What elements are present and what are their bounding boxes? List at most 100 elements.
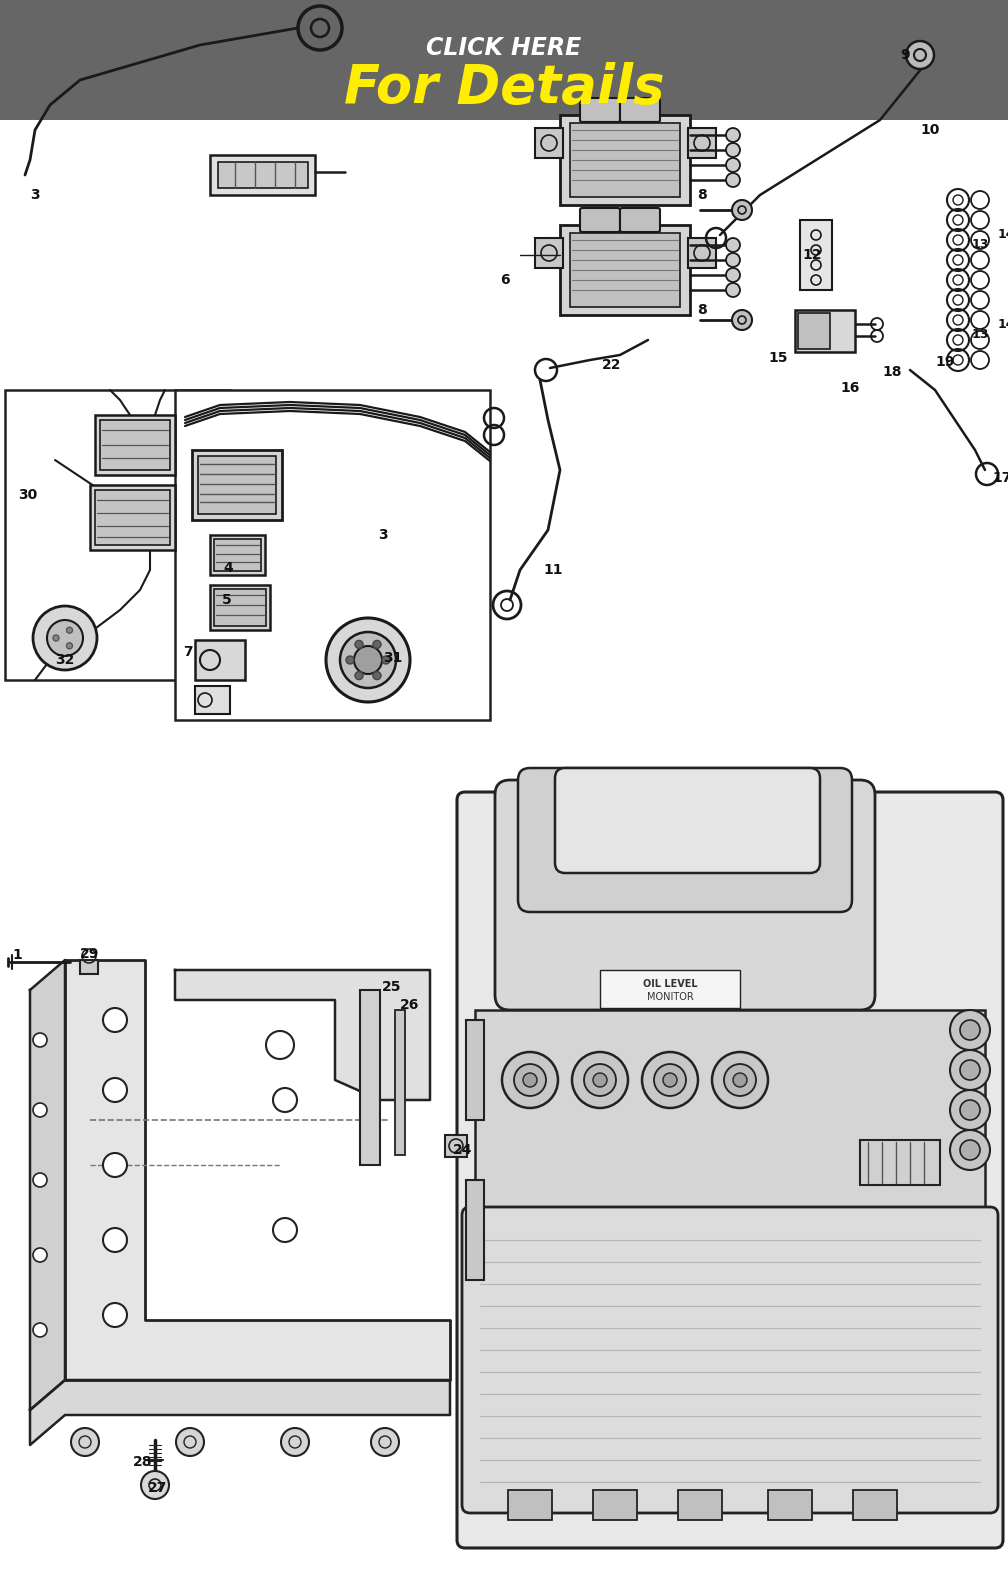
Circle shape xyxy=(47,620,83,657)
Circle shape xyxy=(141,1471,169,1499)
Circle shape xyxy=(33,1173,47,1188)
Bar xyxy=(195,641,245,681)
Bar xyxy=(80,960,98,975)
Circle shape xyxy=(266,1030,294,1059)
Circle shape xyxy=(732,310,752,331)
Circle shape xyxy=(71,1428,99,1456)
FancyBboxPatch shape xyxy=(462,1207,998,1514)
Circle shape xyxy=(354,646,382,674)
Text: 27: 27 xyxy=(148,1480,167,1495)
Text: 3: 3 xyxy=(30,188,39,202)
Bar xyxy=(800,219,832,289)
Circle shape xyxy=(654,1064,686,1096)
Circle shape xyxy=(33,1103,47,1118)
FancyBboxPatch shape xyxy=(580,208,620,232)
Text: 8: 8 xyxy=(697,304,707,316)
Bar xyxy=(90,485,175,550)
Circle shape xyxy=(502,1053,558,1108)
Bar xyxy=(688,238,716,269)
FancyBboxPatch shape xyxy=(620,208,660,232)
Bar xyxy=(175,390,490,720)
Text: 13: 13 xyxy=(972,329,990,342)
Bar xyxy=(466,1180,484,1280)
Bar xyxy=(210,534,265,576)
Bar xyxy=(95,490,170,545)
Bar xyxy=(5,390,230,681)
Text: 7: 7 xyxy=(183,646,193,658)
Circle shape xyxy=(33,1034,47,1046)
Text: 24: 24 xyxy=(453,1143,473,1158)
FancyBboxPatch shape xyxy=(518,768,852,913)
Bar xyxy=(798,313,830,348)
Circle shape xyxy=(33,606,97,669)
Text: 31: 31 xyxy=(383,650,402,665)
Text: 29: 29 xyxy=(80,948,100,960)
Text: 22: 22 xyxy=(602,358,622,372)
Circle shape xyxy=(950,1130,990,1170)
Bar xyxy=(570,234,680,307)
Bar xyxy=(466,1021,484,1119)
Bar xyxy=(198,456,276,514)
Text: 12: 12 xyxy=(802,248,822,262)
Circle shape xyxy=(53,634,59,641)
Bar xyxy=(445,1135,467,1158)
Bar xyxy=(395,1010,405,1154)
Circle shape xyxy=(33,1248,47,1262)
Circle shape xyxy=(340,631,396,688)
Circle shape xyxy=(584,1064,616,1096)
FancyBboxPatch shape xyxy=(457,792,1003,1549)
Circle shape xyxy=(593,1073,607,1088)
Text: 19: 19 xyxy=(935,355,955,369)
Circle shape xyxy=(726,238,740,251)
Polygon shape xyxy=(30,960,65,1410)
Text: 26: 26 xyxy=(400,999,419,1011)
Bar xyxy=(688,129,716,157)
Circle shape xyxy=(960,1061,980,1080)
Bar xyxy=(560,114,690,205)
Circle shape xyxy=(273,1088,297,1111)
Circle shape xyxy=(281,1428,309,1456)
Text: 17: 17 xyxy=(992,471,1008,485)
FancyBboxPatch shape xyxy=(555,768,820,873)
Circle shape xyxy=(724,1064,756,1096)
Circle shape xyxy=(103,1008,127,1032)
Text: 1: 1 xyxy=(12,948,22,962)
Bar xyxy=(678,1490,722,1520)
Circle shape xyxy=(642,1053,698,1108)
Bar xyxy=(570,122,680,197)
Circle shape xyxy=(382,657,390,665)
Bar xyxy=(0,0,1008,119)
Text: 18: 18 xyxy=(882,366,901,378)
Polygon shape xyxy=(30,1380,450,1445)
Circle shape xyxy=(663,1073,677,1088)
Bar xyxy=(192,450,282,520)
Text: 11: 11 xyxy=(543,563,562,577)
Text: 6: 6 xyxy=(500,273,510,288)
Circle shape xyxy=(523,1073,537,1088)
Polygon shape xyxy=(175,970,430,1100)
Circle shape xyxy=(103,1302,127,1328)
Circle shape xyxy=(355,671,363,679)
Circle shape xyxy=(712,1053,768,1108)
Text: 3: 3 xyxy=(378,528,388,542)
Circle shape xyxy=(960,1140,980,1161)
Text: 8: 8 xyxy=(697,188,707,202)
FancyBboxPatch shape xyxy=(620,99,660,122)
Circle shape xyxy=(950,1091,990,1130)
Text: 13: 13 xyxy=(972,238,990,251)
Bar xyxy=(508,1490,552,1520)
Circle shape xyxy=(33,1323,47,1337)
Bar xyxy=(560,226,690,315)
Text: OIL LEVEL: OIL LEVEL xyxy=(643,979,698,989)
Bar xyxy=(210,154,314,196)
Bar xyxy=(795,310,855,351)
Circle shape xyxy=(514,1064,546,1096)
Circle shape xyxy=(733,1073,747,1088)
Circle shape xyxy=(726,269,740,281)
Circle shape xyxy=(176,1428,204,1456)
Bar xyxy=(535,129,563,157)
Bar xyxy=(195,685,230,714)
Bar xyxy=(95,415,175,475)
Bar xyxy=(600,970,740,1008)
Text: MONITOR: MONITOR xyxy=(646,992,694,1002)
